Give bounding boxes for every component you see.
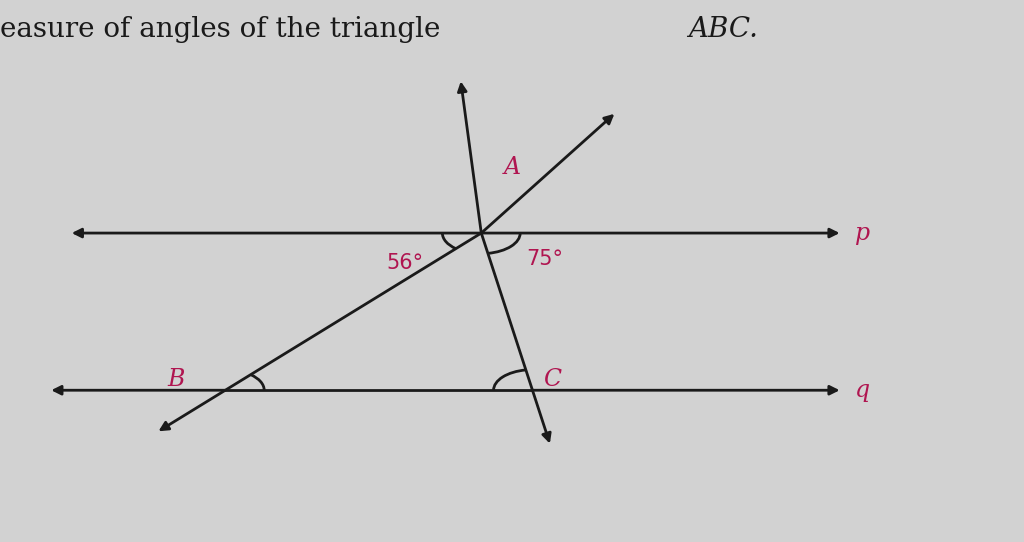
Text: q: q	[855, 379, 870, 402]
Text: 56°: 56°	[386, 253, 423, 273]
Text: 75°: 75°	[526, 249, 563, 269]
Text: ABC.: ABC.	[688, 16, 758, 43]
Text: easure of angles of the triangle: easure of angles of the triangle	[0, 16, 450, 43]
Text: p: p	[855, 222, 870, 244]
Text: C: C	[543, 368, 561, 391]
Text: A: A	[504, 156, 521, 179]
Text: B: B	[167, 368, 184, 391]
